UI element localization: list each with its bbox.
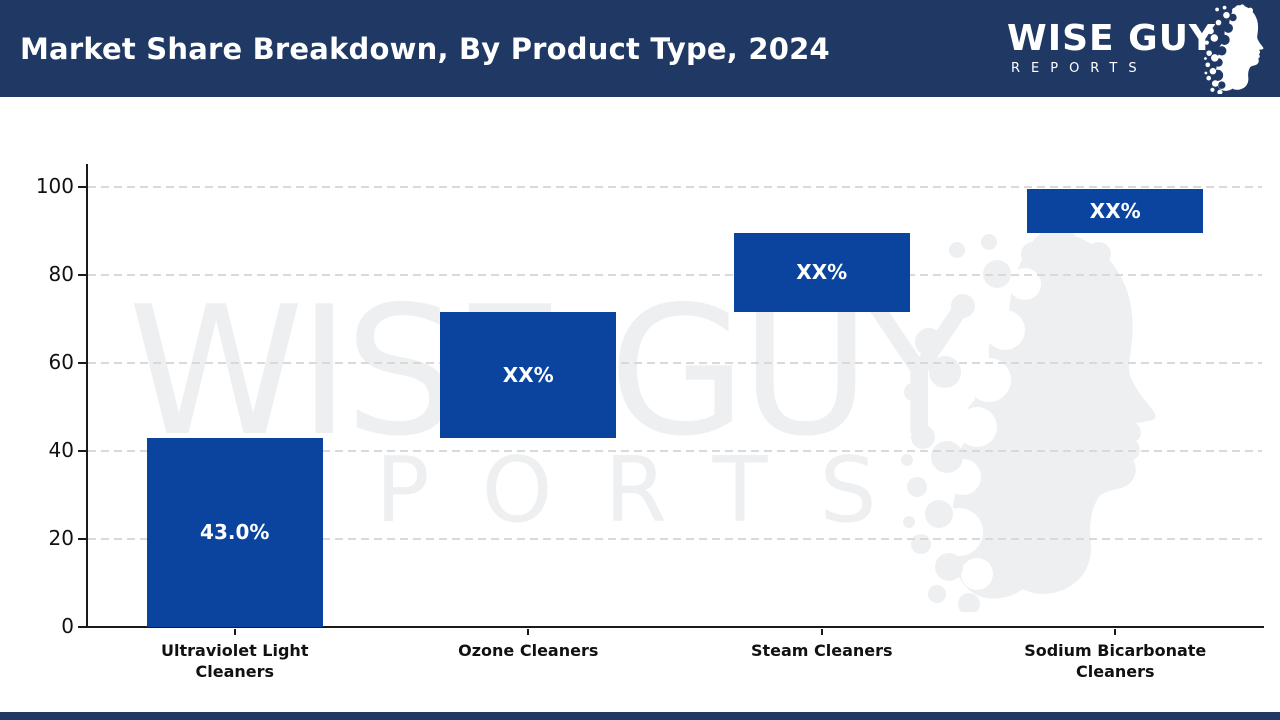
wiseguy-logo: WISE GUY REPORTS (1007, 2, 1270, 95)
x-tick-mark (233, 629, 236, 635)
y-tick-mark (78, 538, 86, 540)
x-tick-mark (527, 629, 530, 635)
gridline (88, 362, 1262, 364)
gridline (88, 538, 1262, 540)
bar-value-label: XX% (502, 362, 554, 387)
bar-value-label: XX% (1089, 198, 1141, 223)
y-axis-spine (86, 164, 88, 628)
y-tick-label: 60 (48, 350, 74, 374)
y-tick-label: 100 (35, 174, 74, 198)
gridline (88, 274, 1262, 276)
y-tick-label: 0 (61, 614, 74, 638)
category-label: Ozone Cleaners (458, 641, 599, 660)
logo-subtext: REPORTS (1010, 61, 1148, 76)
bar-value-label: 43.0% (200, 520, 270, 545)
bar: XX% (733, 232, 910, 312)
watermark-face-icon (901, 228, 1156, 612)
y-tick-label: 40 (48, 438, 74, 462)
x-tick-mark (820, 629, 823, 635)
wiseguy-logo-text: WISE GUY REPORTS (1006, 18, 1216, 77)
page-title: Market Share Breakdown, By Product Type,… (20, 31, 830, 66)
bar: XX% (440, 311, 617, 438)
y-tick-mark (78, 450, 86, 452)
bar-value-label: XX% (796, 260, 848, 285)
x-tick-mark (1114, 629, 1117, 635)
y-tick-mark (78, 186, 86, 188)
category-label: Sodium Bicarbonate Cleaners (1024, 641, 1207, 681)
logo-wordmark: WISE GUY (1006, 18, 1216, 59)
gridline (88, 450, 1262, 452)
header-bar: Market Share Breakdown, By Product Type,… (0, 0, 1280, 97)
gridline (88, 186, 1262, 188)
y-tick-label: 20 (48, 526, 74, 550)
wiseguy-face-icon (1204, 4, 1264, 94)
y-tick-mark (78, 362, 86, 364)
x-axis-spine (86, 626, 1264, 628)
footer-bar (0, 712, 1280, 720)
y-tick-mark (78, 274, 86, 276)
category-label: Ultraviolet Light Cleaners (161, 641, 309, 681)
bar: 43.0% (146, 437, 323, 627)
y-tick-mark (78, 626, 86, 628)
bar: XX% (1027, 188, 1204, 233)
category-label: Steam Cleaners (750, 641, 893, 660)
y-tick-label: 80 (48, 262, 74, 286)
